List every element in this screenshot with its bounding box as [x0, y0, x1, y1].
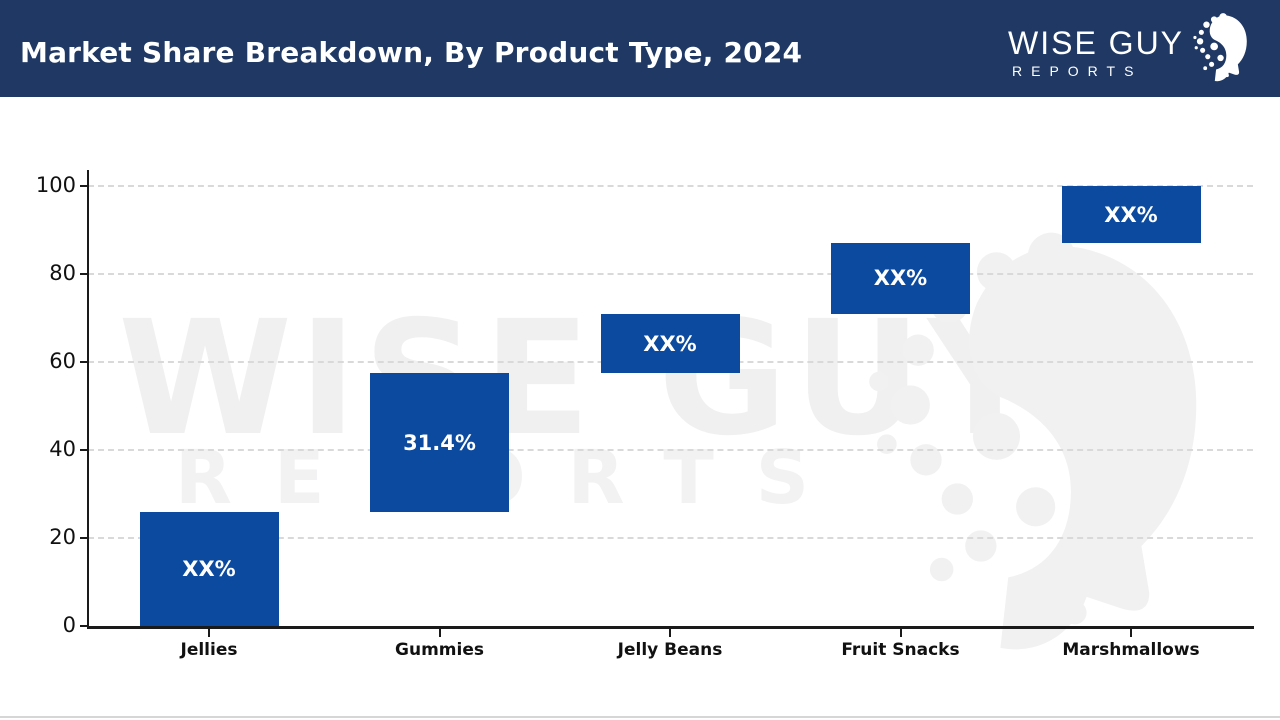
bottom-border	[0, 716, 1280, 718]
bar-marshmallows: XX%	[1061, 186, 1201, 244]
y-tick-40	[80, 449, 87, 451]
bar-fruit-snacks: XX%	[831, 243, 970, 314]
x-tick-1	[438, 629, 441, 637]
bar-value-label: 31.4%	[403, 430, 476, 455]
y-tick-20	[80, 537, 87, 539]
watermark-reports-text: REPORTS	[175, 435, 852, 521]
watermark-head-icon	[869, 232, 1197, 650]
y-tick-label-60: 60	[49, 349, 76, 373]
bar-gummies: 31.4%	[370, 373, 509, 512]
brand-logo: WISE GUY REPORTS	[1008, 8, 1270, 90]
x-category-label: Fruit Snacks	[841, 640, 960, 660]
chart-title: Market Share Breakdown, By Product Type,…	[20, 36, 803, 69]
wise-guy-head-icon	[1193, 13, 1247, 82]
x-tick-3	[899, 629, 902, 637]
x-tick-2	[669, 629, 671, 637]
y-tick-0	[80, 625, 87, 627]
y-axis-line	[87, 170, 89, 628]
logo-wordmark: WISE GUY REPORTS	[1008, 25, 1184, 79]
bar-value-label: XX%	[182, 556, 236, 581]
bar-jelly-beans: XX%	[600, 313, 740, 374]
header-bar: Market Share Breakdown, By Product Type,…	[0, 0, 1280, 97]
bar-value-label: XX%	[643, 331, 697, 356]
y-tick-60	[80, 361, 87, 363]
bar-value-label: XX%	[873, 266, 928, 291]
chart-canvas: WISE GUY REPORTS 0 20 40 60 80 100 XX% Jellies 3…	[0, 97, 1280, 717]
y-tick-100	[80, 185, 87, 187]
y-tick-label-0: 0	[62, 613, 76, 637]
y-tick-label-20: 20	[49, 525, 76, 549]
y-tick-label-40: 40	[49, 437, 76, 461]
bar-value-label: XX%	[1104, 202, 1158, 227]
x-category-label: Jellies	[180, 640, 238, 660]
logo-brand-name: WISE GUY	[1008, 25, 1185, 61]
y-tick-label-80: 80	[49, 261, 76, 285]
gridline-20	[88, 537, 1253, 539]
x-tick-4	[1130, 629, 1132, 637]
x-category-label: Gummies	[395, 640, 484, 660]
bar-jellies: XX%	[139, 511, 279, 626]
y-tick-label-100: 100	[35, 173, 76, 197]
x-category-label: Marshmallows	[1062, 640, 1200, 660]
x-tick-0	[208, 629, 210, 637]
x-axis-line	[87, 626, 1254, 629]
x-category-label: Jelly Beans	[617, 640, 723, 660]
y-tick-80	[80, 273, 87, 275]
gridline-100	[88, 185, 1253, 187]
gridline-80	[88, 273, 1253, 275]
gridline-40	[88, 449, 1253, 451]
logo-brand-sub: REPORTS	[1012, 63, 1143, 79]
